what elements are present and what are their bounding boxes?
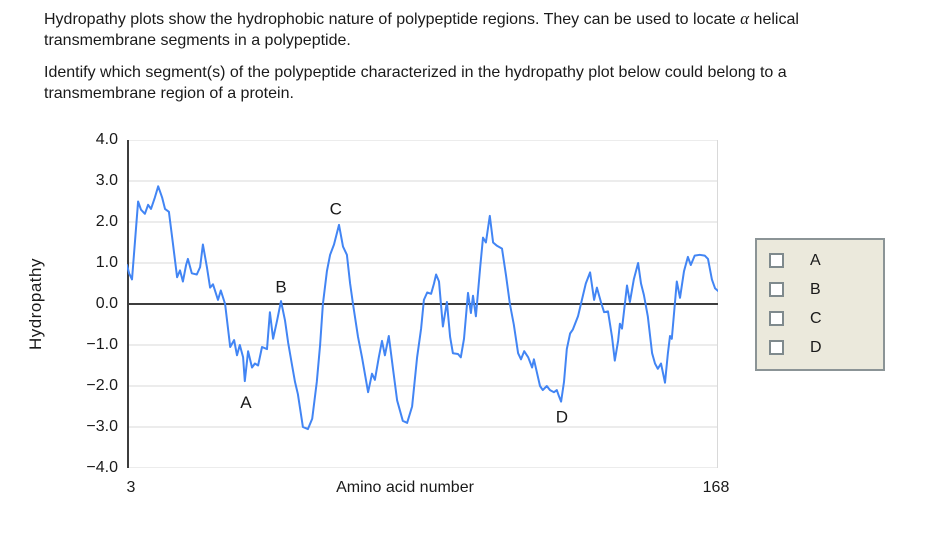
x-axis-title: Amino acid number [336, 479, 474, 496]
x-tick-min: 3 [126, 479, 136, 496]
checkbox-label: A [810, 252, 821, 269]
checkbox-label: C [810, 310, 822, 327]
intro-paragraph-2: Identify which segment(s) of the polypep… [44, 64, 787, 102]
segment-label-b: B [275, 277, 286, 296]
checkbox-option-b[interactable] [769, 282, 784, 297]
hydropathy-curve [127, 185, 718, 431]
checkbox-option-c[interactable] [769, 311, 784, 326]
y-tick-label: −1.0 [86, 336, 118, 353]
alpha-symbol: α [740, 9, 750, 28]
y-tick-label: 3.0 [95, 172, 118, 189]
y-axis-title: Hydropathy [26, 258, 45, 350]
y-tick-label: 1.0 [95, 254, 118, 271]
y-tick-label: 4.0 [95, 131, 118, 148]
segment-label-d: D [556, 408, 568, 427]
intro-paragraph-1-text: Hydropathy plots show the hydrophobic na… [44, 11, 741, 28]
y-tick-label: −4.0 [86, 459, 118, 476]
plot-area: A B C D [127, 140, 718, 468]
checkbox-option-a[interactable] [769, 253, 784, 268]
y-tick-label: −3.0 [86, 418, 118, 435]
y-tick-label: 0.0 [95, 295, 118, 312]
checkbox-label: B [810, 281, 821, 298]
x-tick-max: 168 [702, 479, 730, 496]
checkbox-option-d[interactable] [769, 340, 784, 355]
intro-paragraph-1-cont: helical transmembrane segments in a poly… [44, 11, 799, 49]
checkbox-label: D [810, 339, 822, 356]
y-tick-label: −2.0 [86, 377, 118, 394]
answer-option-row: A [769, 252, 883, 269]
segment-label-c: C [330, 199, 342, 218]
answer-option-row: C [769, 310, 883, 327]
intro-paragraph-1: Hydropathy plots show the hydrophobic na… [44, 8, 924, 51]
answer-option-row: B [769, 281, 883, 298]
answer-option-row: D [769, 339, 883, 356]
instructions-block: Hydropathy plots show the hydrophobic na… [44, 8, 924, 115]
segment-label-a: A [240, 393, 252, 412]
y-tick-label: 2.0 [95, 213, 118, 230]
